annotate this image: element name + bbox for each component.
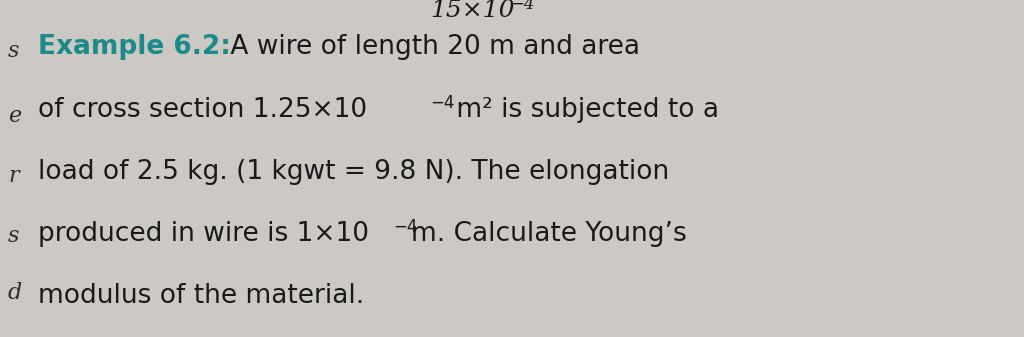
Text: −4: −4	[393, 218, 418, 236]
Text: Example 6.2:: Example 6.2:	[38, 34, 230, 60]
Text: 15×10: 15×10	[430, 0, 514, 22]
Text: e: e	[8, 105, 22, 127]
Text: s: s	[8, 225, 19, 247]
Text: −4: −4	[510, 0, 535, 13]
Text: m² is subjected to a: m² is subjected to a	[449, 97, 719, 123]
Text: s: s	[8, 40, 19, 62]
Text: r: r	[8, 165, 18, 187]
Text: produced in wire is 1×10: produced in wire is 1×10	[38, 221, 369, 247]
Text: load of 2.5 kg. (1 kgwt = 9.8 N). The elongation: load of 2.5 kg. (1 kgwt = 9.8 N). The el…	[38, 159, 670, 185]
Text: of cross section 1.25×10: of cross section 1.25×10	[38, 97, 368, 123]
Text: d: d	[8, 282, 23, 304]
Text: A wire of length 20 m and area: A wire of length 20 m and area	[222, 34, 640, 60]
Text: modulus of the material.: modulus of the material.	[38, 283, 365, 309]
Text: m. Calculate Young’s: m. Calculate Young’s	[411, 221, 687, 247]
Text: −4: −4	[430, 94, 455, 112]
